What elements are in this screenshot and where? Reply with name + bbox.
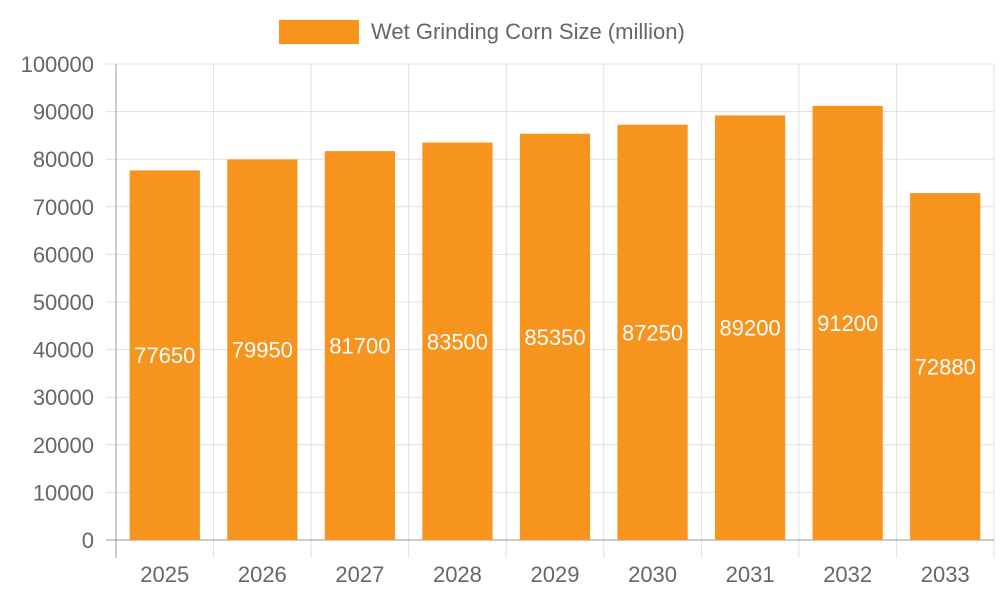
data-label: 72880 [915,355,976,380]
bar-2033[interactable] [910,193,981,541]
y-tick-label: 100000 [21,52,94,77]
bars [129,105,981,541]
legend[interactable]: Wet Grinding Corn Size (million) [279,19,685,44]
data-label: 79950 [232,338,293,363]
axes: 0 10000 20000 30000 40000 50000 60000 70000 8000… [21,52,994,587]
y-tick-label: 80000 [33,147,94,172]
legend-label: Wet Grinding Corn Size (million) [371,19,685,44]
bar-2027[interactable] [324,151,396,540]
x-tick-label: 2031 [726,562,775,587]
data-label: 91200 [817,311,878,336]
y-tick-label: 40000 [33,338,94,363]
data-label: 87250 [622,320,683,345]
x-tick-label: 2026 [238,562,287,587]
y-tick-label: 10000 [33,480,94,505]
legend-swatch [279,20,359,44]
data-labels: 77650 79950 81700 83500 85350 87250 89200 91200… [134,311,976,380]
bar-2032[interactable] [812,105,883,540]
bar-2026[interactable] [227,159,298,541]
x-tick-label: 2028 [433,562,482,587]
bar-2029[interactable] [519,133,591,540]
x-tick-label: 2032 [823,562,872,587]
bar-2028[interactable] [422,142,493,541]
data-label: 81700 [329,334,390,359]
y-tick-label: 30000 [33,385,94,410]
y-tick-label: 50000 [33,290,94,315]
data-label: 83500 [427,329,488,354]
y-tick-label: 20000 [33,433,94,458]
data-label: 85350 [524,325,585,350]
y-tick-label: 90000 [33,100,94,125]
bar-2031[interactable] [714,115,786,541]
bar-2030[interactable] [617,124,688,540]
x-tick-label: 2033 [921,562,970,587]
x-tick-label: 2027 [335,562,384,587]
x-tick-label: 2025 [140,562,189,587]
y-tick-label: 70000 [33,195,94,220]
x-tick-label: 2029 [531,562,580,587]
y-tick-label: 0 [82,528,94,553]
bar-2025[interactable] [129,170,200,541]
y-tick-label: 60000 [33,242,94,267]
data-label: 77650 [134,343,195,368]
x-tick-label: 2030 [628,562,677,587]
data-label: 89200 [720,316,781,341]
